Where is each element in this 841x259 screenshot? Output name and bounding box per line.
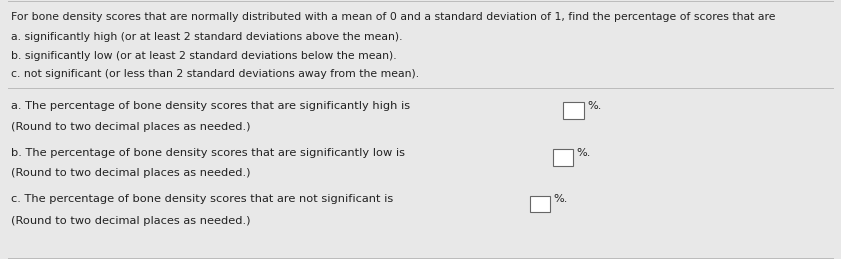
Text: b. significantly low (or at least 2 standard deviations below the mean).: b. significantly low (or at least 2 stan… — [11, 51, 397, 61]
Text: c. The percentage of bone density scores that are not significant is: c. The percentage of bone density scores… — [11, 194, 394, 204]
Bar — [553, 149, 573, 166]
Text: c. not significant (or less than 2 standard deviations away from the mean).: c. not significant (or less than 2 stand… — [11, 69, 419, 79]
Text: b. The percentage of bone density scores that are significantly low is: b. The percentage of bone density scores… — [11, 148, 405, 158]
Text: (Round to two decimal places as needed.): (Round to two decimal places as needed.) — [11, 168, 251, 178]
Bar — [563, 102, 584, 119]
Text: %.: %. — [587, 101, 601, 111]
Text: a. significantly high (or at least 2 standard deviations above the mean).: a. significantly high (or at least 2 sta… — [11, 32, 403, 42]
Text: a. The percentage of bone density scores that are significantly high is: a. The percentage of bone density scores… — [11, 101, 410, 111]
Text: (Round to two decimal places as needed.): (Round to two decimal places as needed.) — [11, 216, 251, 226]
Text: (Round to two decimal places as needed.): (Round to two decimal places as needed.) — [11, 122, 251, 132]
Text: For bone density scores that are normally distributed with a mean of 0 and a sta: For bone density scores that are normall… — [11, 12, 775, 22]
Bar — [530, 196, 550, 212]
Text: %.: %. — [576, 148, 590, 158]
Text: %.: %. — [553, 194, 568, 204]
